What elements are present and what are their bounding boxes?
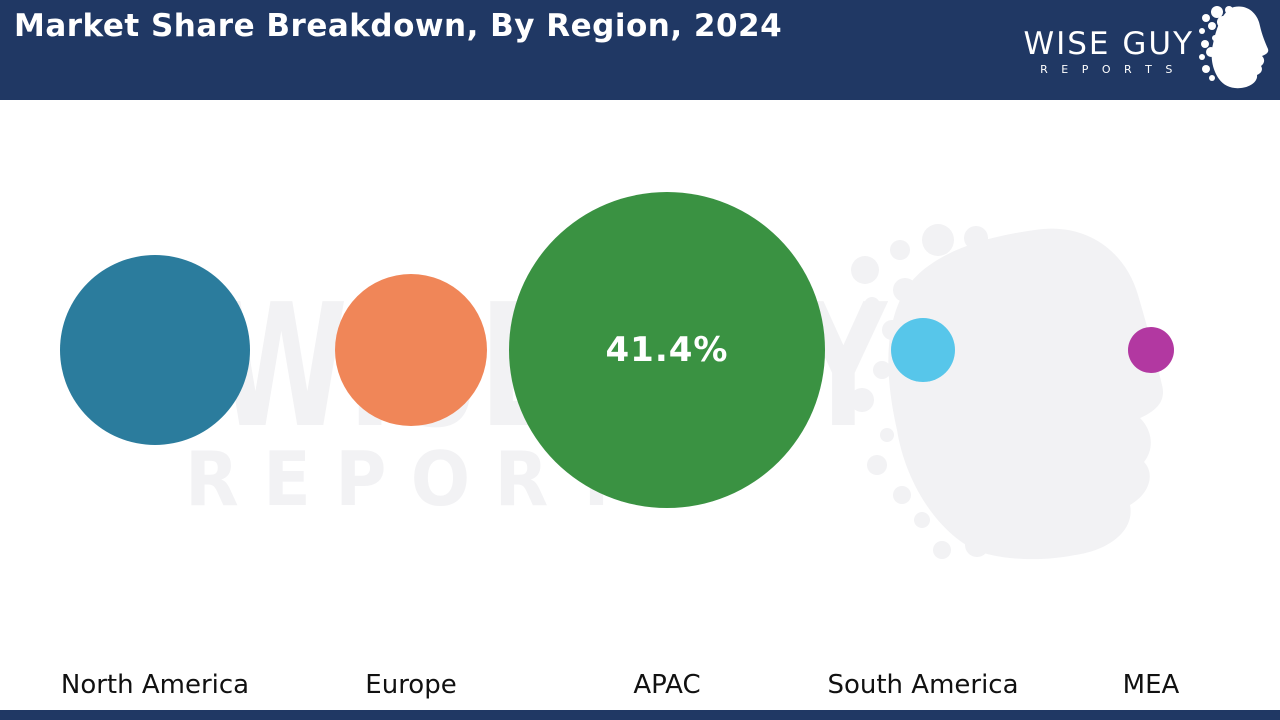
category-label-mea: MEA [1122,670,1180,700]
category-label-europe: Europe [365,670,457,700]
bubble-north-america [60,255,250,445]
page-title: Market Share Breakdown, By Region, 2024 [14,8,783,44]
bubble-mea [1128,327,1174,373]
logo-wordmark: WISE GUY [1023,25,1194,62]
bubble-south-america [891,318,955,382]
category-label-north-america: North America [60,670,250,700]
logo-head-icon [1199,6,1269,89]
footer-bar [0,710,1280,720]
bubble-apac: 41.4% [509,192,825,508]
category-label-south-america: South America [827,670,1019,700]
category-label-apac: APAC [633,670,701,700]
wiseguy-logo: WISE GUY R E P O R T S [1023,4,1270,90]
bubble-value-label-apac: 41.4% [605,330,729,370]
bubble-europe [335,274,487,426]
logo-text: WISE GUY R E P O R T S [1023,28,1194,77]
logo-subtitle: R E P O R T S [1040,63,1178,77]
bubble-chart: WISE GUY R E P O R T S 41.4% North Ameri… [0,100,1280,710]
header: Market Share Breakdown, By Region, 2024 … [0,0,1280,100]
